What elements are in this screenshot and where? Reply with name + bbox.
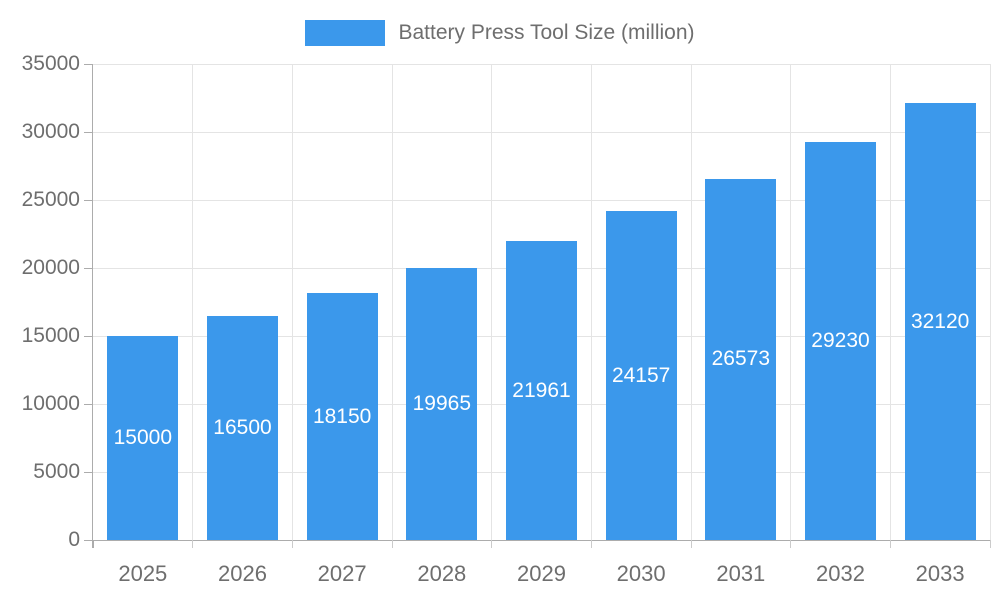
legend-label[interactable]: Battery Press Tool Size (million)	[398, 21, 695, 44]
x-tick-label: 2028	[417, 561, 467, 586]
x-tick-label: 2033	[915, 561, 965, 586]
x-tick-label: 2026	[218, 561, 267, 586]
bar-value-label: 16500	[213, 415, 272, 439]
y-axis-line	[92, 64, 93, 548]
bar[interactable]: 29230	[805, 142, 876, 540]
x-axis-tick	[690, 540, 692, 548]
bar-value-label: 29230	[811, 329, 870, 353]
bar-value-label: 19965	[412, 392, 472, 416]
gridline-vertical	[790, 64, 792, 540]
legend: Battery Press Tool Size (million)	[0, 19, 1000, 47]
bar-value-label: 21961	[512, 378, 571, 402]
x-axis-tick	[192, 540, 194, 548]
x-axis-tick	[790, 540, 792, 548]
bar[interactable]: 18150	[306, 293, 378, 540]
x-tick-label: 2030	[616, 561, 666, 586]
bar[interactable]: 26573	[705, 178, 777, 540]
bar-value-label: 24157	[611, 363, 671, 387]
x-axis-tick	[590, 540, 592, 548]
bar[interactable]: 21961	[506, 241, 577, 540]
gridline-vertical	[590, 64, 592, 540]
gridline-vertical	[989, 64, 991, 540]
y-tick-label: 10000	[21, 392, 80, 415]
x-tick-label: 2031	[716, 561, 766, 586]
bar[interactable]: 19965	[406, 268, 478, 540]
y-tick-label: 5000	[33, 460, 80, 483]
x-tick-label: 2029	[517, 561, 566, 586]
y-axis-tick	[84, 199, 92, 201]
x-axis-tick	[889, 540, 891, 548]
plot-area: 15000 16500 18150 19965 21961 24157 26573 29230…	[92, 63, 991, 548]
x-tick-label: 2032	[816, 561, 865, 586]
gridline-vertical	[291, 64, 293, 540]
gridline-horizontal	[93, 199, 990, 201]
x-axis-tick	[391, 540, 393, 548]
x-tick-label: 2025	[118, 561, 168, 586]
x-axis-tick	[491, 540, 493, 548]
y-axis-tick	[84, 63, 92, 65]
gridline-horizontal	[93, 131, 990, 133]
bar[interactable]: 15000	[107, 336, 179, 540]
bar-value-label: 15000	[113, 426, 173, 449]
bar-value-label: 32120	[910, 309, 970, 333]
bar[interactable]: 32120	[904, 103, 976, 540]
gridline-vertical	[192, 64, 194, 540]
y-tick-label: 20000	[21, 256, 80, 279]
gridline-vertical	[491, 64, 493, 540]
y-axis-tick	[84, 539, 92, 541]
gridline-vertical	[889, 64, 891, 540]
y-axis-tick	[84, 403, 92, 405]
y-axis-tick	[84, 131, 92, 133]
y-axis-tick	[84, 267, 92, 269]
y-tick-label: 35000	[21, 52, 80, 75]
bar-value-label: 26573	[711, 347, 771, 371]
y-axis-tick	[84, 335, 92, 337]
x-tick-label: 2027	[317, 561, 367, 586]
y-tick-label: 0	[68, 528, 80, 551]
gridline-horizontal	[93, 63, 990, 65]
y-axis-tick	[84, 471, 92, 473]
x-axis-tick	[92, 540, 94, 548]
gridline-vertical	[391, 64, 393, 540]
bar-value-label: 18150	[312, 404, 372, 428]
bar[interactable]: 24157	[605, 211, 677, 540]
x-axis-tick	[291, 540, 293, 548]
x-axis-tick	[989, 540, 991, 548]
y-tick-label: 30000	[21, 120, 80, 143]
x-axis-line	[92, 540, 990, 541]
y-tick-label: 25000	[21, 188, 80, 211]
bar[interactable]: 16500	[207, 315, 278, 540]
legend-swatch[interactable]	[305, 20, 386, 46]
gridline-vertical	[690, 64, 692, 540]
y-tick-label: 15000	[21, 324, 80, 347]
